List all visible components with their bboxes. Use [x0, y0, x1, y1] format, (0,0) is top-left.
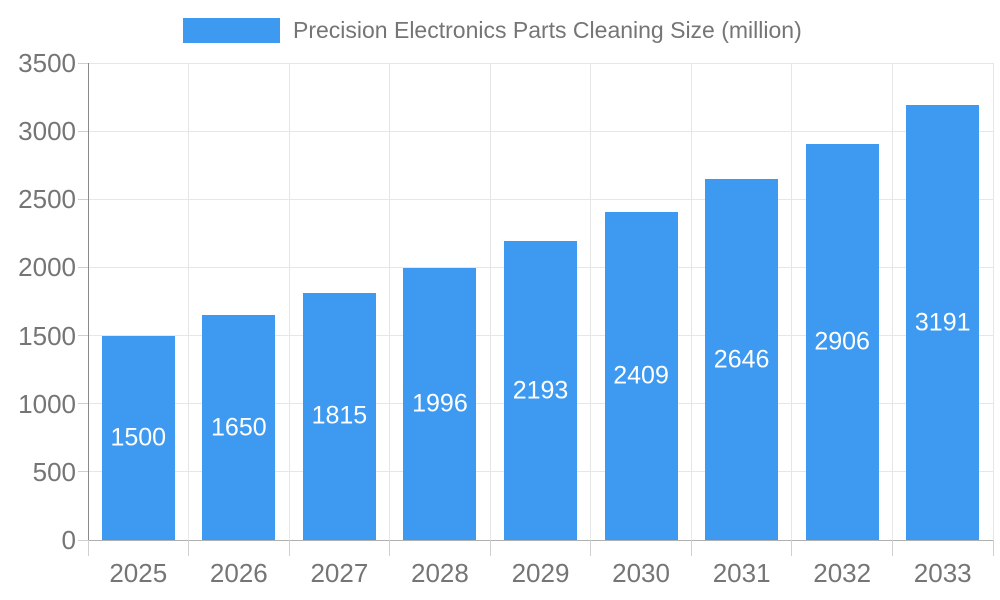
y-axis-tick — [78, 403, 88, 405]
bar[interactable]: 2193 — [504, 241, 577, 540]
bar[interactable]: 1500 — [101, 335, 175, 540]
bar-value-label: 1996 — [412, 389, 468, 418]
gridline — [389, 63, 391, 540]
y-axis-line — [87, 63, 89, 540]
x-axis-tick — [188, 540, 190, 556]
x-axis-tick — [690, 540, 692, 556]
x-axis-label: 2027 — [310, 558, 369, 588]
bar[interactable]: 1815 — [302, 292, 376, 540]
bar-value-label: 1500 — [110, 423, 167, 452]
gridline — [992, 63, 994, 540]
gridline — [88, 62, 993, 64]
y-axis-tick — [78, 335, 88, 337]
x-axis-label: 2025 — [109, 558, 168, 588]
x-axis-label: 2028 — [411, 558, 469, 588]
gridline — [288, 63, 290, 540]
legend-swatch — [183, 17, 280, 43]
bar[interactable]: 2906 — [805, 143, 879, 540]
x-axis-tick — [590, 540, 592, 556]
y-axis-label: 1500 — [18, 320, 76, 351]
bar-value-label: 3191 — [914, 308, 971, 337]
x-axis-tick — [992, 540, 994, 556]
y-axis-label: 2000 — [18, 252, 76, 283]
x-axis-label: 2030 — [612, 558, 670, 588]
bar-value-label: 2193 — [512, 376, 569, 405]
y-axis-label: 500 — [32, 456, 76, 487]
y-axis-label: 3000 — [18, 116, 76, 147]
legend-label: Precision Electronics Parts Cleaning Siz… — [293, 16, 802, 43]
chart-legend: Precision Electronics Parts Cleaning Siz… — [183, 16, 802, 44]
y-axis-tick — [78, 539, 88, 541]
y-axis-label: 3500 — [18, 48, 76, 78]
gridline — [88, 539, 993, 541]
y-axis-label: 1000 — [18, 388, 76, 419]
bar[interactable]: 2646 — [705, 179, 779, 540]
gridline — [690, 63, 692, 540]
y-axis-tick — [78, 130, 88, 132]
x-axis-tick — [489, 540, 491, 556]
y-axis-label: 2500 — [18, 184, 76, 215]
x-axis-tick — [891, 540, 893, 556]
gridline — [88, 130, 993, 132]
bar-value-label: 2409 — [613, 361, 669, 390]
gridline — [590, 63, 592, 540]
x-axis-tick — [87, 540, 89, 556]
x-axis-tick — [791, 540, 793, 556]
bar-value-label: 2906 — [814, 327, 870, 356]
x-axis-tick — [389, 540, 391, 556]
y-axis-tick — [78, 471, 88, 473]
y-axis-tick — [78, 62, 88, 64]
gridline — [489, 63, 491, 540]
x-axis-label: 2026 — [209, 558, 268, 588]
bar[interactable]: 2409 — [604, 211, 678, 540]
bar-value-label: 1815 — [311, 401, 368, 430]
y-axis-label: 0 — [61, 525, 76, 555]
gridline — [891, 63, 893, 540]
gridline — [88, 198, 993, 200]
bar-value-label: 2646 — [713, 345, 770, 374]
x-axis-label: 2031 — [712, 558, 771, 588]
bar[interactable]: 1650 — [202, 315, 276, 540]
x-axis-label: 2029 — [511, 558, 570, 588]
x-axis-tick — [288, 540, 290, 556]
bar-value-label: 1650 — [211, 413, 267, 442]
y-axis-tick — [78, 266, 88, 268]
x-axis-label: 2033 — [913, 558, 972, 588]
bar[interactable]: 3191 — [906, 105, 980, 540]
y-axis-tick — [78, 198, 88, 200]
bar[interactable]: 1996 — [403, 267, 477, 540]
gridline — [188, 63, 190, 540]
gridline — [791, 63, 793, 540]
x-axis-label: 2032 — [813, 558, 872, 588]
